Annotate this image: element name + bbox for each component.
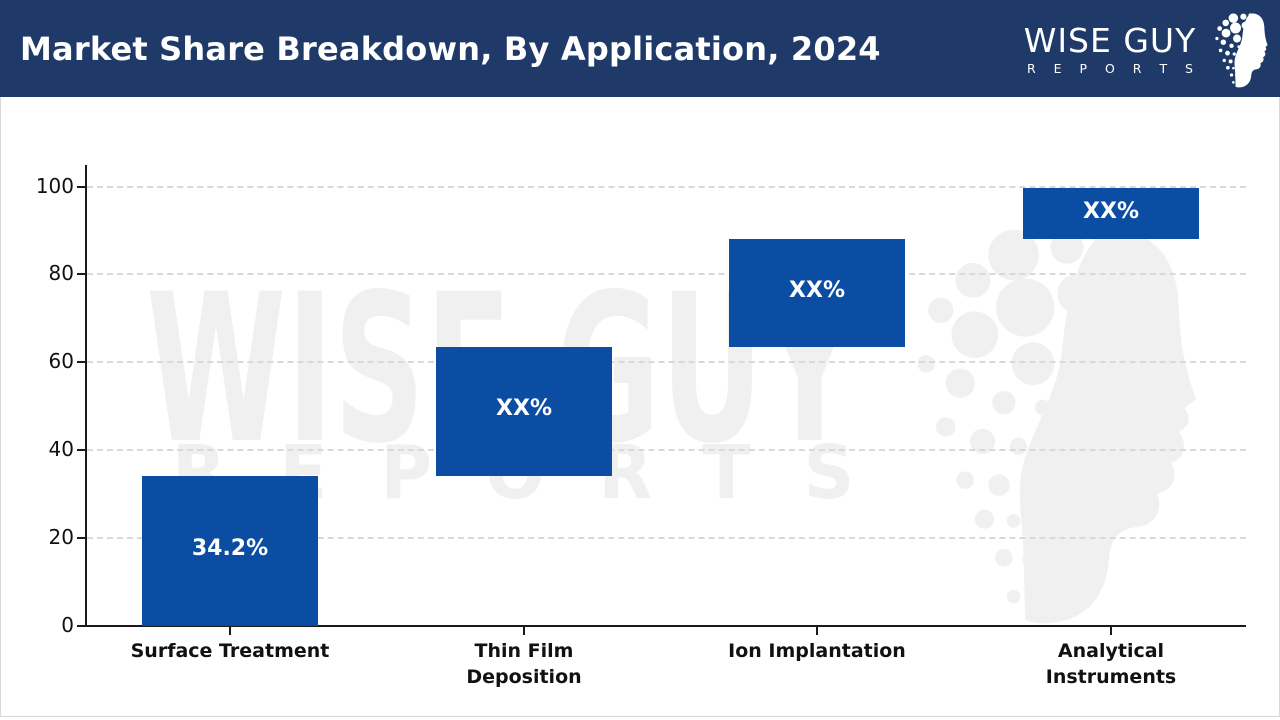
y-tick-label-60: 60 <box>48 349 74 374</box>
x-axis-spine <box>85 625 1246 627</box>
y-tick-label-0: 0 <box>61 613 74 637</box>
x-tick-0 <box>229 627 231 635</box>
bar-value-label-0: 34.2% <box>191 535 269 561</box>
bar-3 <box>1023 188 1199 239</box>
x-category-label-0: Surface Treatment <box>130 640 330 662</box>
x-tick-3 <box>1110 627 1112 635</box>
header-bar: Market Share Breakdown, By Application, … <box>0 0 1280 97</box>
y-tick-label-20: 20 <box>48 525 74 550</box>
page-title: Market Share Breakdown, By Application, … <box>20 29 881 68</box>
gridline-60 <box>87 361 1246 364</box>
bar-0 <box>142 475 318 626</box>
watermark-head-icon <box>917 229 1197 624</box>
gridline-40 <box>87 449 1246 452</box>
y-tick-label-40: 40 <box>48 437 74 462</box>
gridline-100 <box>87 185 1246 188</box>
logo-wiseguy-text: WISE GUY <box>1023 21 1197 61</box>
wise-guy-logo: WISE GUY R E P O R T S <box>1020 6 1268 92</box>
bar-value-label-1: XX% <box>496 396 552 422</box>
x-category-label-3: Analytical Instruments <box>1045 640 1177 688</box>
gridline-80 <box>87 273 1246 276</box>
y-tick-0 <box>77 625 85 627</box>
y-axis-spine <box>85 165 87 627</box>
bar-1 <box>436 346 612 476</box>
bar-value-label-2: XX% <box>789 277 845 303</box>
y-tick-40 <box>77 449 85 452</box>
y-tick-20 <box>77 537 85 540</box>
x-category-label-1: Thin Film Deposition <box>466 640 582 688</box>
y-tick-100 <box>77 185 85 188</box>
x-tick-2 <box>816 627 818 635</box>
y-tick-label-80: 80 <box>48 261 74 286</box>
y-tick-80 <box>77 273 85 276</box>
x-tick-1 <box>523 627 525 635</box>
bar-2 <box>729 238 905 347</box>
gridline-20 <box>87 537 1246 540</box>
logo-reports-text: R E P O R T S <box>1026 60 1200 76</box>
y-tick-60 <box>77 361 85 364</box>
x-category-label-2: Ion Implantation <box>728 640 906 662</box>
y-tick-label-100: 100 <box>35 173 74 198</box>
logo-head-icon <box>1215 12 1268 87</box>
bar-value-label-3: XX% <box>1083 198 1139 224</box>
